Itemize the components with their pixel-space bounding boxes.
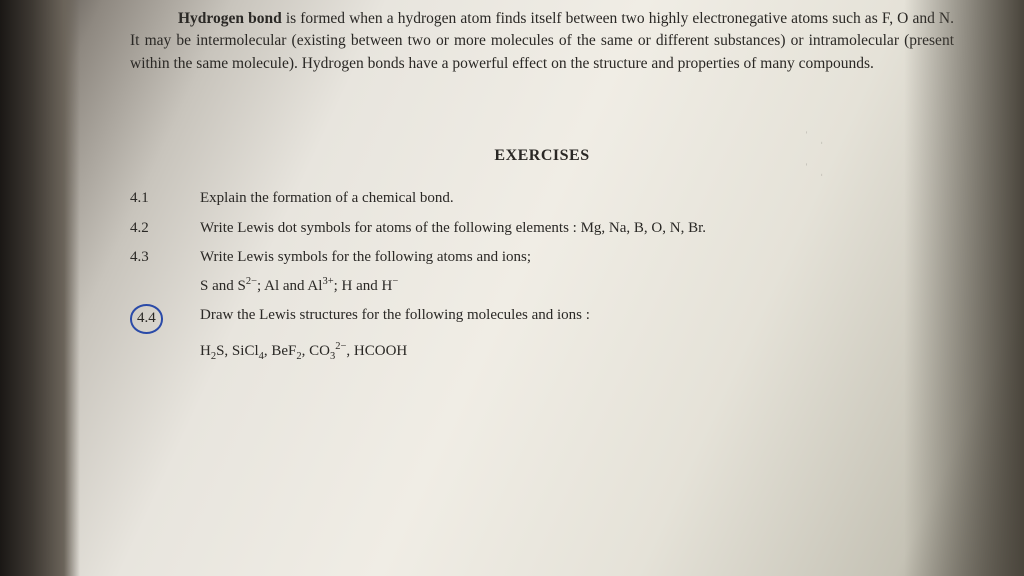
formula-text: , BeF [264, 343, 297, 359]
formula-text: S and S [200, 278, 246, 294]
formula-sub: 3 [330, 351, 335, 362]
formula-sup: 2− [335, 341, 346, 352]
formula-text: ; Al and Al [257, 278, 322, 294]
formula-text: S, SiCl [216, 343, 259, 359]
intro-bold-lead: Hydrogen bond [178, 10, 282, 27]
exercises-heading: EXERCISES [130, 147, 954, 165]
exercise-subline: H2S, SiCl4, BeF2, CO32−, HCOOH [200, 340, 954, 363]
exercise-row: 4.3 Write Lewis symbols for the followin… [130, 246, 954, 269]
formula-sup: 2− [246, 276, 257, 287]
formula-text: , CO [302, 343, 330, 359]
exercise-number: 4.3 [130, 246, 200, 269]
formula-sup: − [392, 276, 398, 287]
intro-paragraph: Hydrogen bond is formed when a hydrogen … [130, 0, 954, 75]
exercise-text: Write Lewis dot symbols for atoms of the… [200, 217, 954, 240]
exercise-text: Explain the formation of a chemical bond… [200, 187, 954, 210]
exercise-text: Draw the Lewis structures for the follow… [200, 304, 954, 333]
exercise-subline: S and S2−; Al and Al3+; H and H− [200, 275, 954, 298]
exercise-row: 4.2 Write Lewis dot symbols for atoms of… [130, 217, 954, 240]
exercise-number-circled: 4.4 [130, 304, 200, 333]
exercise-row: 4.1 Explain the formation of a chemical … [130, 187, 954, 210]
textbook-page: Hydrogen bond is formed when a hydrogen … [0, 0, 1024, 576]
pen-circle: 4.4 [130, 304, 163, 333]
formula-text: , HCOOH [346, 343, 407, 359]
page-binding-shadow [0, 0, 80, 576]
exercise-text: Write Lewis symbols for the following at… [200, 246, 954, 269]
formula-text: ; H and H [334, 278, 393, 294]
formula-text: H [200, 343, 211, 359]
exercise-row: 4.4 Draw the Lewis structures for the fo… [130, 304, 954, 333]
exercise-number: 4.2 [130, 217, 200, 240]
exercise-number: 4.1 [130, 187, 200, 210]
formula-sup: 3+ [322, 276, 333, 287]
